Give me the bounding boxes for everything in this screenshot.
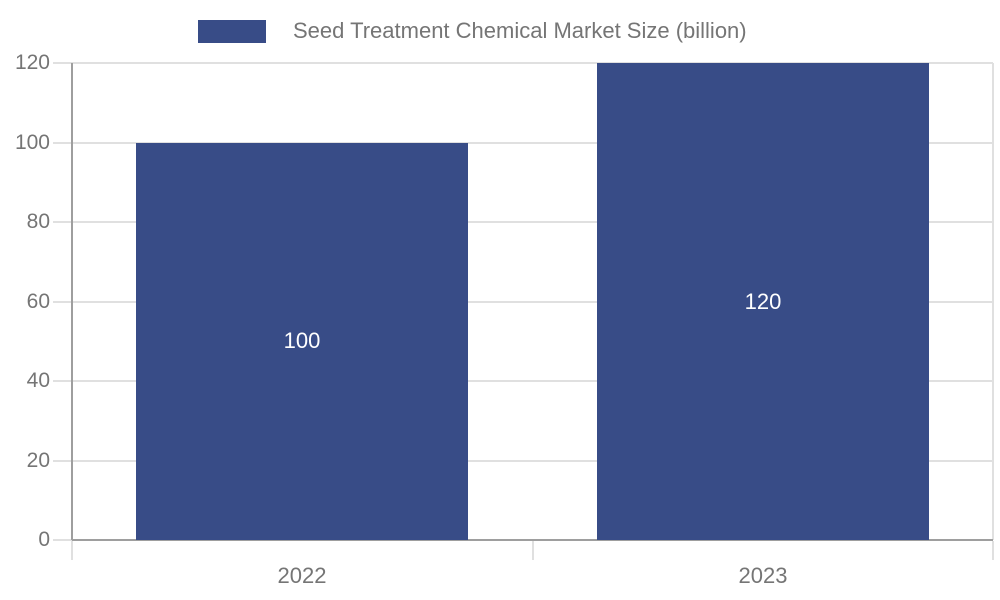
y-axis-tick-label: 20 [26, 448, 50, 472]
x-axis-category-label: 2023 [738, 563, 788, 588]
plot-right-border [992, 63, 994, 540]
bar-2023[interactable]: 120 [597, 63, 929, 540]
y-axis-tick-label: 100 [14, 130, 50, 154]
y-axis-tick-label: 60 [26, 289, 50, 313]
y-axis-tick-label: 0 [38, 528, 50, 551]
bar-value-label: 100 [283, 328, 321, 354]
y-axis-line [71, 63, 73, 540]
y-gridline [53, 62, 993, 64]
chart-legend[interactable]: Seed Treatment Chemical Market Size (bil… [198, 16, 747, 46]
y-gridline [53, 141, 993, 144]
y-axis-tick-label: 80 [26, 210, 50, 233]
bar-value-label: 120 [744, 288, 782, 314]
y-axis-tick-label: 40 [26, 369, 50, 392]
y-gridline [53, 221, 993, 223]
x-axis-tick [71, 541, 73, 560]
x-axis-line [72, 539, 993, 541]
legend-label: Seed Treatment Chemical Market Size (bil… [293, 18, 747, 43]
x-axis-tick [531, 541, 534, 560]
x-axis-category-label: 2022 [277, 563, 327, 588]
bar-2022[interactable]: 100 [136, 142, 468, 540]
y-gridline [53, 380, 993, 382]
legend-swatch [198, 19, 266, 43]
x-axis-tick [992, 541, 994, 560]
y-gridline [53, 300, 993, 303]
y-gridline [53, 459, 993, 462]
y-axis-tick-label: 120 [14, 51, 50, 74]
